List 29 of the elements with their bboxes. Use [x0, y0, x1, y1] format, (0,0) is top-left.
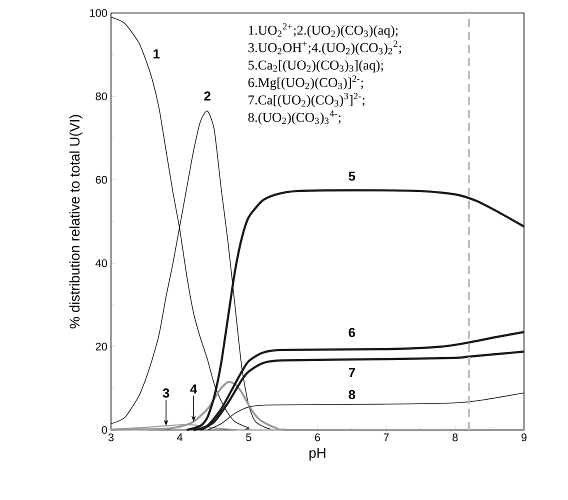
annotation: 4 [190, 384, 198, 394]
text: 5.Ca$_{2}$[(UO$_{2}$)(CO$_{3}$)$_{3}$](aq); [248, 60, 383, 72]
x-tick-label: 4 [177, 434, 183, 442]
text: 3.UO$_{2}$OH$^{+}$;4.(UO$_{2}$)(CO$_{3}$)$_{2}$$^{2}$; [248, 40, 402, 55]
x-tick-label: 3 [108, 434, 114, 442]
x-tick-label: 5 [246, 434, 252, 442]
annotation: 8 [348, 390, 356, 400]
x-axis-title: pH [309, 448, 326, 461]
annotation: 7 [348, 368, 355, 377]
y-tick-label: 0 [102, 426, 108, 434]
y-tick-label: 100 [90, 9, 108, 17]
annotation: 8.(UO$_{2}$)(CO$_{3}$)$_{3}$$^{4-}$; [248, 110, 341, 125]
text: 7.Ca[(UO$_{2}$)(CO$_{3}$)$^{3}$]$^{2-}$; [248, 92, 364, 108]
y-tick-label: 20 [96, 342, 108, 350]
y-tick-label: 80 [96, 92, 108, 100]
annotation: 1 [154, 49, 160, 58]
x-tick-label: 8 [452, 434, 458, 442]
annotation: 3 [162, 388, 170, 398]
x-tick-label: 6 [315, 434, 320, 442]
annotation: 2 [204, 91, 210, 101]
annotation: 5 [348, 172, 356, 181]
x-tick-label: 7 [384, 434, 389, 442]
y-axis-title: % distribution relative to total U(VI) [69, 115, 82, 328]
annotation: 6.Mg[(UO$_{2}$)(CO$_{3}$)]$^{2-}$; [248, 76, 363, 90]
annotation: 6 [348, 328, 356, 338]
annotation: 1.UO$_{2}$$^{2+}$;2.(UO$_{2}$)(CO$_{3}$)(aq); [248, 23, 398, 38]
x-tick-label: 9 [521, 434, 527, 442]
y-tick-label: 40 [96, 259, 108, 268]
y-tick-label: 60 [96, 176, 108, 184]
